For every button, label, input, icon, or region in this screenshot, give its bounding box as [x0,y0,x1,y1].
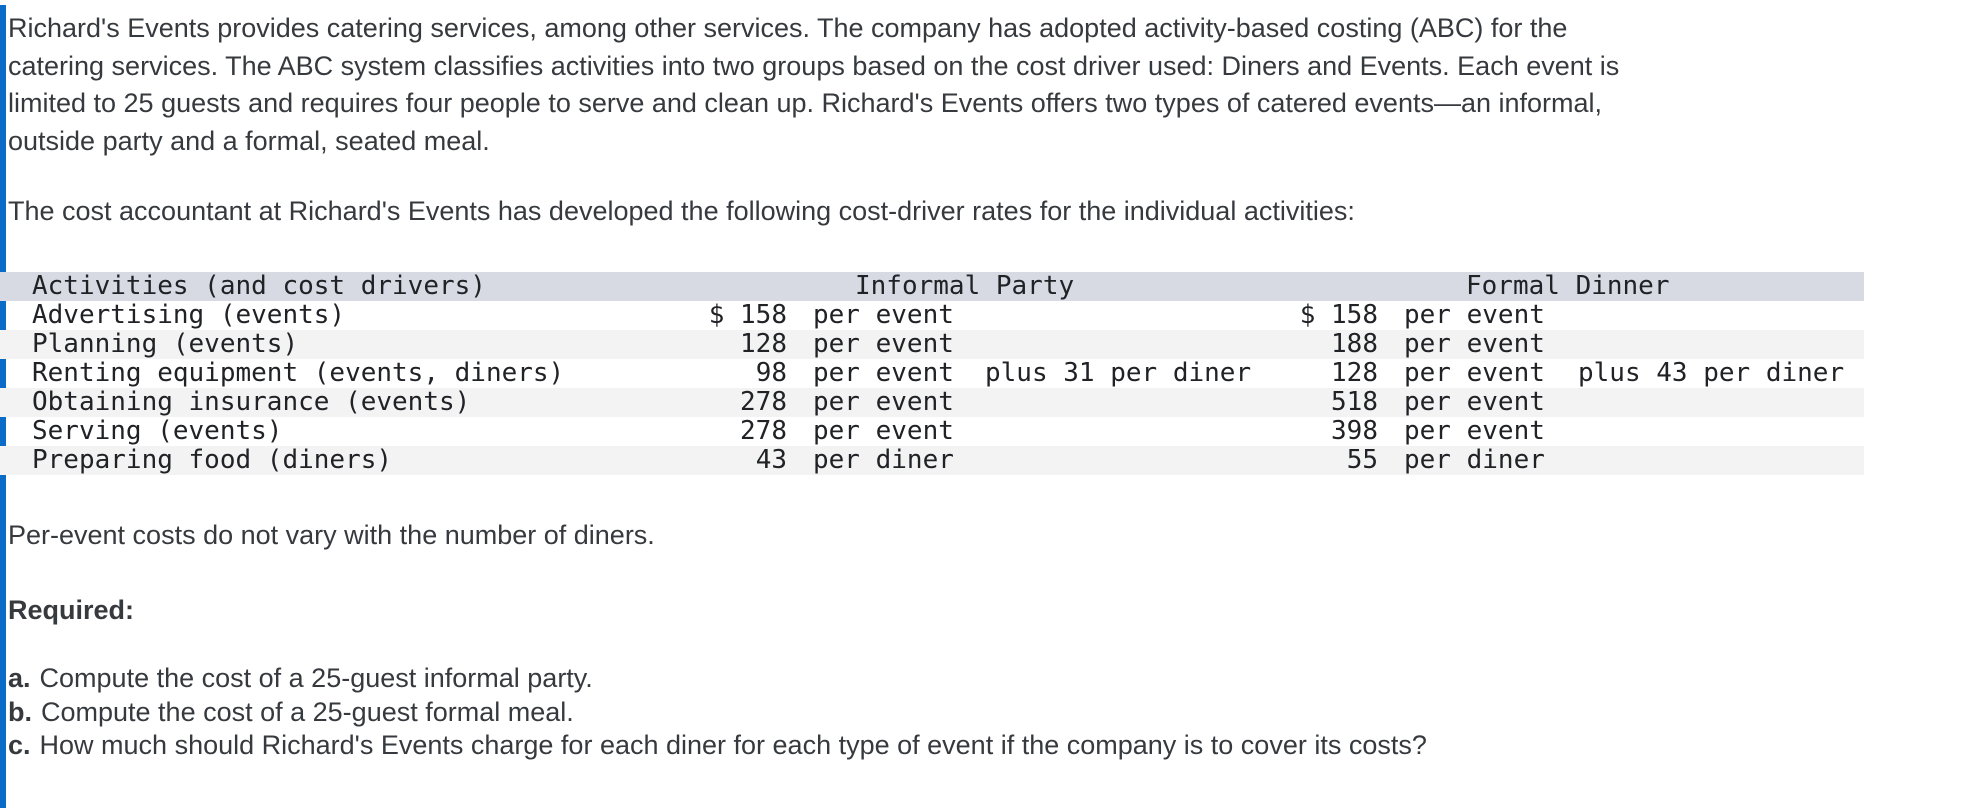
informal-unit-cell: per event [813,300,954,330]
questions-list: a. Compute the cost of a 25-guest informa… [8,662,1427,763]
informal-rate-cell: 128 [740,329,787,359]
activity-cell: Serving (events) [32,416,283,446]
table-row: Obtaining insurance (events) 278 per eve… [0,388,1864,417]
informal-unit-cell: per diner [813,445,954,475]
formal-extra-cell: plus 43 per diner [1578,358,1845,388]
activity-cell: Preparing food (diners) [32,445,393,475]
table-row: Renting equipment (events, diners) 98 pe… [0,359,1864,388]
question-label: a. [8,663,31,693]
cost-driver-intro: The cost accountant at Richard's Events … [8,196,1355,226]
formal-rate-cell: $ 158 [1299,300,1378,330]
activity-cell: Obtaining insurance (events) [32,387,471,417]
formal-unit-cell: per event [1404,387,1545,417]
table-row: Advertising (events) $ 158 per event $ 1… [0,301,1864,330]
formal-rate-cell: 398 [1331,416,1378,446]
cost-driver-table: Activities (and cost drivers) Informal P… [0,272,1864,475]
intro-line: Richard's Events provides catering servi… [8,13,1568,43]
table-row: Planning (events) 128 per event 188 per … [0,330,1864,359]
informal-rate-cell: 98 [755,358,787,388]
activity-cell: Planning (events) [32,329,299,359]
informal-rate-cell: 43 [755,445,787,475]
informal-unit-cell: per event [813,387,954,417]
table-row: Serving (events) 278 per event 398 per e… [0,417,1864,446]
question-text: Compute the cost of a 25-guest informal … [39,663,593,693]
question-label: b. [8,696,32,727]
question-b: b. Compute the cost of a 25-guest formal … [8,696,1427,730]
required-heading: Required: [8,595,135,625]
informal-extra-cell: plus 31 per diner [985,358,1252,388]
formal-rate-cell: 128 [1331,358,1378,388]
informal-unit-cell: per event [813,358,954,388]
informal-unit-cell: per event [813,329,954,359]
question-c: c. How much should Richard's Events charg… [8,729,1427,763]
formal-unit-cell: per event [1404,358,1545,388]
intro-line: outside party and a formal, seated meal. [8,125,490,156]
question-label: c. [8,730,31,761]
formal-rate-cell: 188 [1331,329,1378,359]
formal-unit-cell: per diner [1404,445,1545,475]
intro-paragraph: Richard's Events provides catering servi… [8,10,1619,160]
informal-rate-cell: $ 158 [708,300,787,330]
informal-unit-cell: per event [813,416,954,446]
table-row: Preparing food (diners) 43 per diner 55 … [0,446,1864,475]
question-a: a. Compute the cost of a 25-guest informa… [8,662,1427,696]
header-informal-party: Informal Party [855,271,1075,301]
header-activities: Activities (and cost drivers) [32,271,486,301]
intro-line: limited to 25 guests and requires four p… [8,88,1603,118]
formal-unit-cell: per event [1404,300,1545,330]
per-event-note: Per-event costs do not vary with the num… [8,520,655,550]
question-text: How much should Richard's Events charge … [39,730,1427,761]
informal-rate-cell: 278 [740,416,787,446]
formal-unit-cell: per event [1404,329,1545,359]
formal-rate-cell: 55 [1346,445,1378,475]
formal-unit-cell: per event [1404,416,1545,446]
formal-rate-cell: 518 [1331,387,1378,417]
header-formal-dinner: Formal Dinner [1466,271,1670,301]
activity-cell: Advertising (events) [32,300,346,330]
question-text: Compute the cost of a 25-guest formal me… [41,696,574,727]
intro-line: catering services. The ABC system classi… [8,50,1620,81]
table-header-row: Activities (and cost drivers) Informal P… [0,272,1864,301]
informal-rate-cell: 278 [740,387,787,417]
activity-cell: Renting equipment (events, diners) [32,358,565,388]
